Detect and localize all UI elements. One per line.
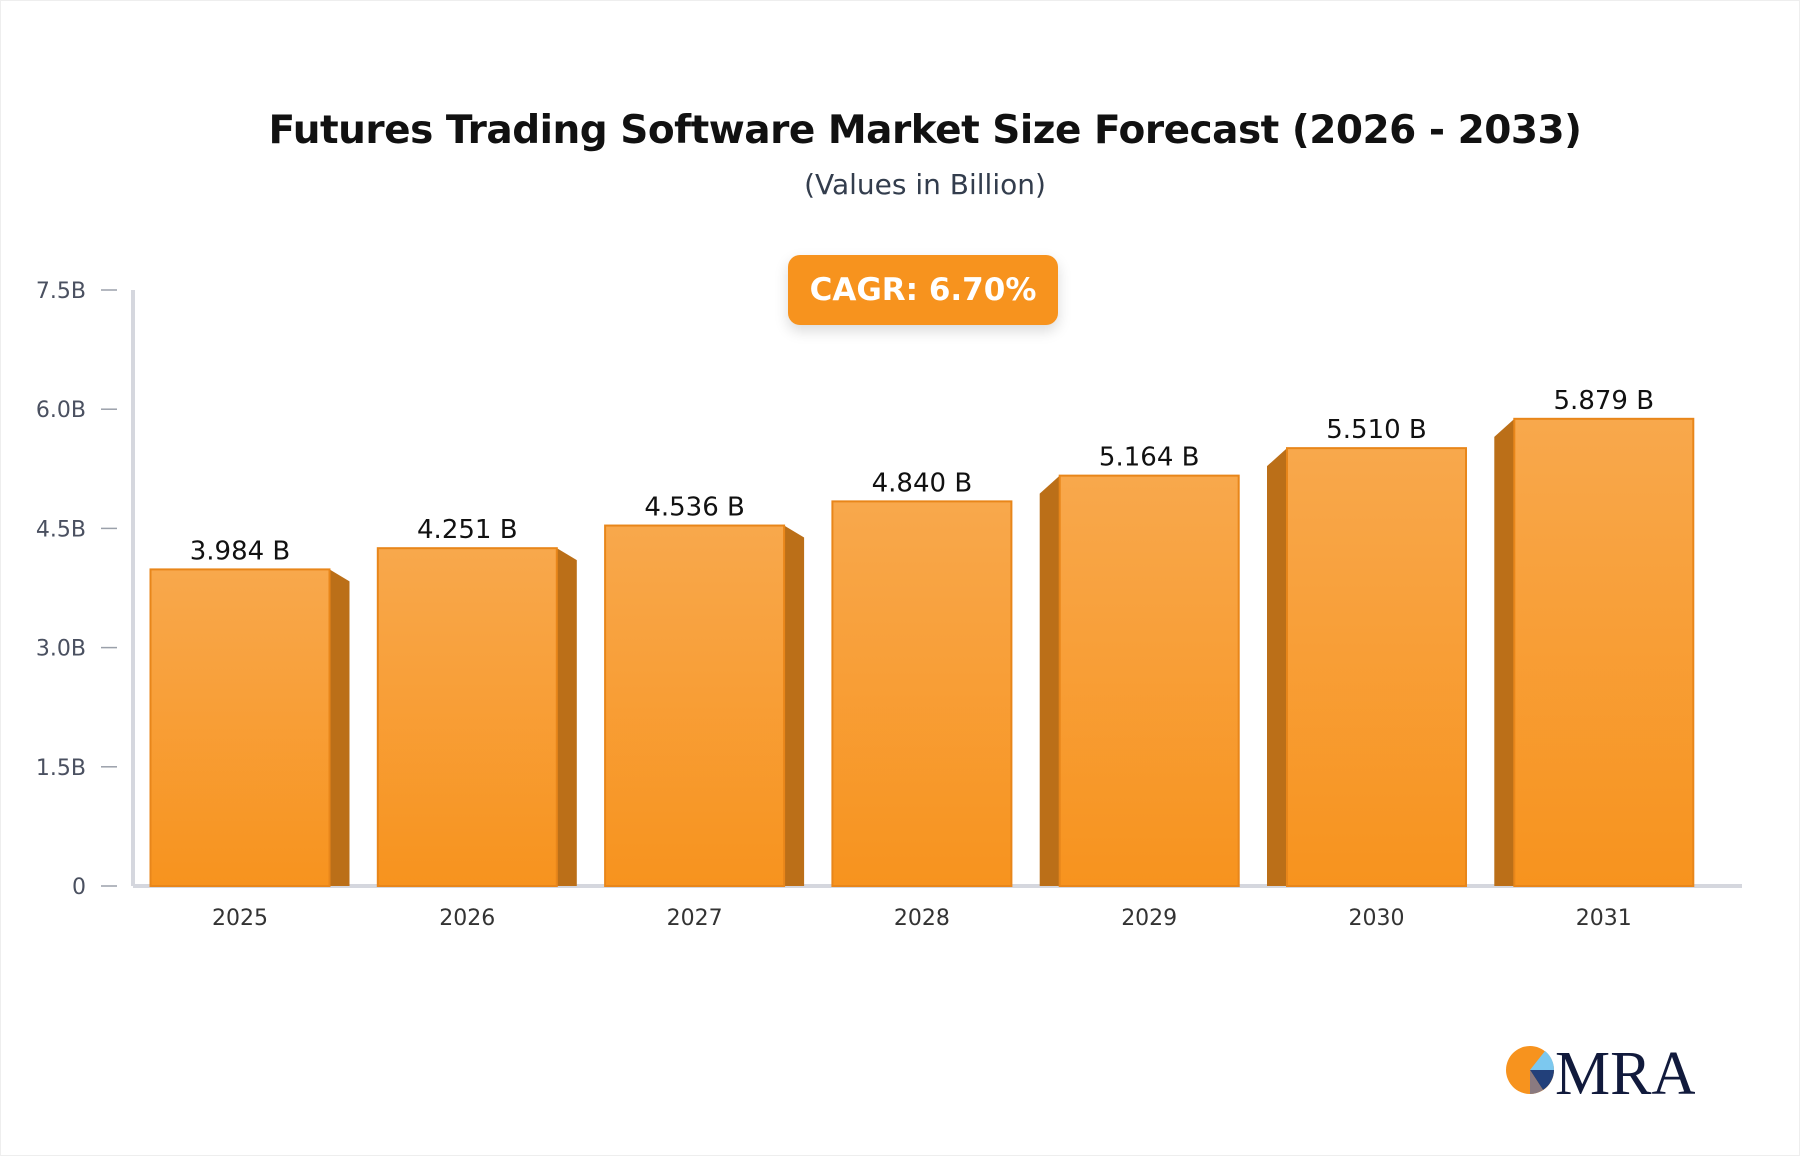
bar-2025: 3.984 B 2025 (149, 536, 350, 931)
y-tick-label: 1.5B (36, 756, 86, 781)
data-label: 3.984 B (190, 536, 291, 566)
data-label: 5.164 B (1099, 443, 1200, 473)
bar (1513, 417, 1695, 887)
bar (1058, 474, 1240, 887)
logo-pie-icon: MRA (1506, 1040, 1695, 1100)
bar-2030: 5.510 B 2030 (1267, 415, 1467, 931)
data-label: 4.251 B (417, 515, 518, 545)
x-tick-label: 2028 (894, 906, 950, 931)
bar-2029: 5.164 B 2029 (1039, 443, 1240, 931)
x-tick-label: 2027 (667, 906, 723, 931)
bar-2027: 4.536 B 2027 (604, 493, 805, 931)
x-tick-label: 2031 (1576, 906, 1632, 931)
x-tick-label: 2025 (212, 906, 268, 931)
chart-subtitle: (Values in Billion) (804, 168, 1046, 201)
data-label: 5.879 B (1554, 386, 1655, 416)
y-tick-label: 4.5B (36, 517, 86, 542)
bar-side (1494, 418, 1515, 886)
data-label: 4.536 B (644, 493, 745, 523)
data-label: 4.840 B (872, 468, 973, 498)
data-label: 5.510 B (1326, 415, 1427, 445)
mra-logo: MRA (1505, 1040, 1695, 1100)
bar-side (329, 569, 350, 886)
bar-2026: 4.251 B 2026 (376, 515, 577, 931)
x-tick-label: 2026 (439, 906, 495, 931)
y-tick-label: 3.0B (36, 637, 86, 662)
bar (149, 568, 331, 887)
bar (604, 524, 786, 887)
bar-side (784, 525, 805, 886)
bar-side (1267, 448, 1287, 886)
chart-title: Futures Trading Software Market Size For… (268, 108, 1582, 153)
bar (376, 547, 558, 887)
x-tick-label: 2029 (1121, 906, 1177, 931)
bar (1286, 447, 1467, 887)
bar-side (1039, 475, 1060, 886)
bar-2028: 4.840 B 2028 (831, 468, 1013, 931)
bar-side (556, 548, 577, 886)
y-tick-label: 0 (72, 875, 86, 900)
y-tick-label: 6.0B (36, 398, 86, 423)
x-tick-label: 2030 (1349, 906, 1405, 931)
logo-text: MRA (1555, 1040, 1695, 1100)
cagr-badge: CAGR: 6.70% (788, 255, 1058, 325)
y-tick-label: 7.5B (36, 279, 86, 304)
bar-2031: 5.879 B 2031 (1494, 386, 1695, 931)
bar (831, 500, 1013, 887)
